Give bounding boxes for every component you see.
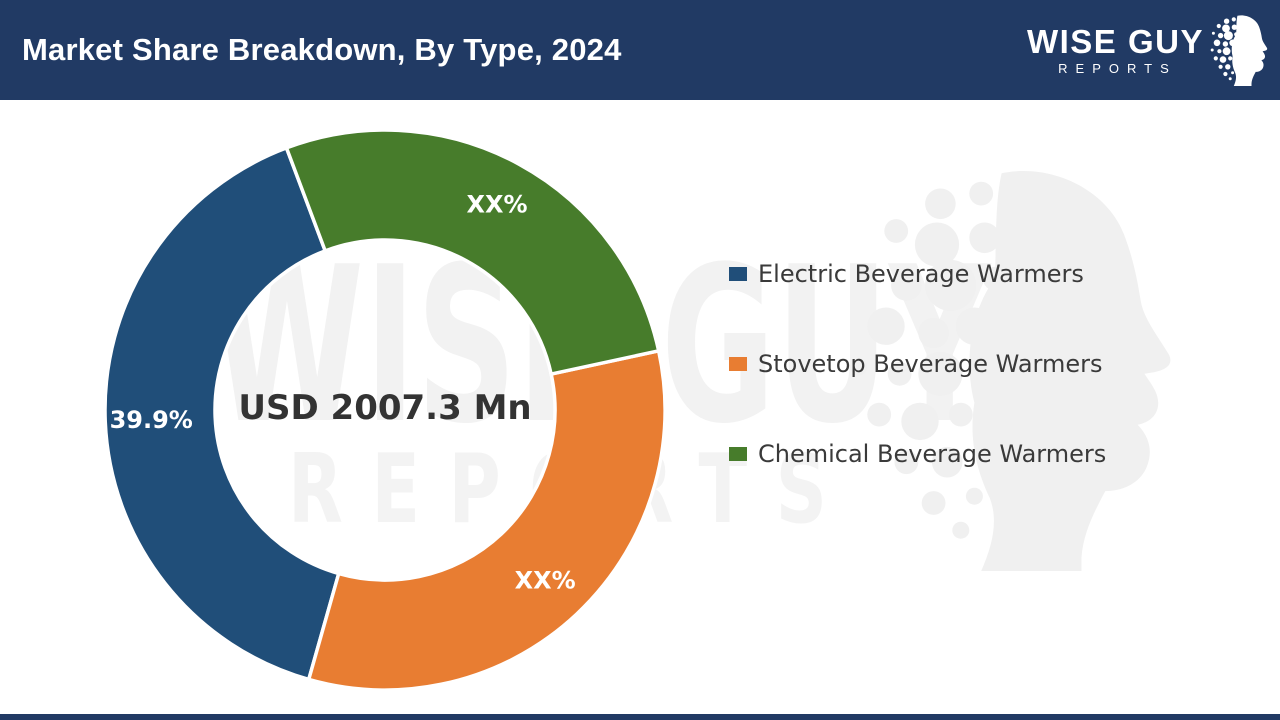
segment-chemical-beverage-warmers xyxy=(284,128,661,377)
brand-reports-text: REPORTS xyxy=(1058,61,1177,76)
brand-logo: WISE GUY REPORTS xyxy=(1027,0,1268,100)
center-value-label: USD 2007.3 Mn xyxy=(238,388,532,428)
segment-label-electric-beverage-warmers: 39.9% xyxy=(110,406,193,434)
header: Market Share Breakdown, By Type, 2024 WI… xyxy=(0,0,1280,100)
brand-face-icon xyxy=(1208,12,1268,88)
legend-item-stovetop-beverage-warmers: Stovetop Beverage Warmers xyxy=(729,350,1106,378)
legend-label-chemical-beverage-warmers: Chemical Beverage Warmers xyxy=(758,440,1107,468)
legend-swatch-chemical-beverage-warmers xyxy=(729,447,747,461)
segment-label-chemical-beverage-warmers: XX% xyxy=(466,191,527,219)
segment-stovetop-beverage-warmers xyxy=(306,348,667,692)
footer-bar xyxy=(0,714,1280,720)
legend-item-electric-beverage-warmers: Electric Beverage Warmers xyxy=(729,260,1106,288)
legend-swatch-stovetop-beverage-warmers xyxy=(729,357,747,371)
legend-label-electric-beverage-warmers: Electric Beverage Warmers xyxy=(758,260,1084,288)
segment-label-stovetop-beverage-warmers: XX% xyxy=(515,567,576,595)
legend-swatch-electric-beverage-warmers xyxy=(729,267,747,281)
legend-item-chemical-beverage-warmers: Chemical Beverage Warmers xyxy=(729,440,1106,468)
legend: Electric Beverage Warmers Stovetop Bevera… xyxy=(729,260,1106,530)
brand-wiseguy-text: WISE GUY xyxy=(1026,23,1204,60)
page-title: Market Share Breakdown, By Type, 2024 xyxy=(22,32,622,67)
brand-logo-text: WISE GUY REPORTS xyxy=(1027,25,1204,75)
segment-electric-beverage-warmers xyxy=(103,145,341,682)
legend-label-stovetop-beverage-warmers: Stovetop Beverage Warmers xyxy=(758,350,1103,378)
